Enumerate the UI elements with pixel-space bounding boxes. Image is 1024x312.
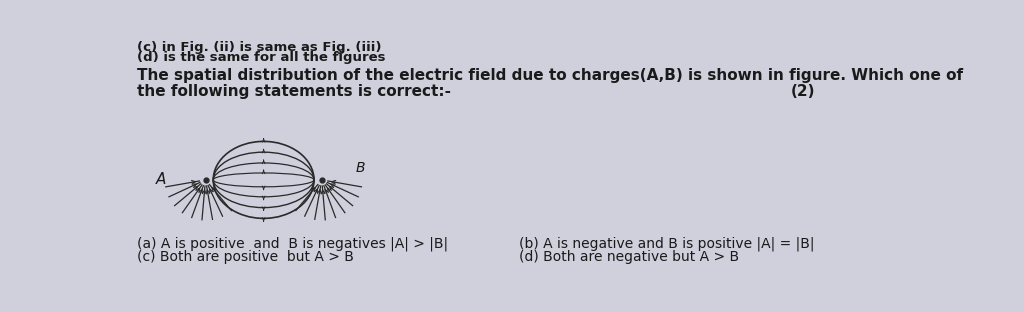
Text: A: A — [156, 173, 166, 188]
Text: (c) Both are positive  but A > B: (c) Both are positive but A > B — [137, 250, 354, 264]
Text: (a) A is positive  and  B is negatives |A| > |B|: (a) A is positive and B is negatives |A|… — [137, 236, 449, 251]
Text: The spatial distribution of the electric field due to charges(A,B) is shown in f: The spatial distribution of the electric… — [137, 68, 964, 83]
Text: the following statements is correct:-: the following statements is correct:- — [137, 84, 452, 99]
Text: (d) is the same for all the figures: (d) is the same for all the figures — [137, 51, 386, 64]
Text: (c) in Fig. (ii) is same as Fig. (iii): (c) in Fig. (ii) is same as Fig. (iii) — [137, 41, 382, 54]
Text: (2): (2) — [791, 84, 815, 99]
Text: B: B — [355, 161, 366, 175]
Text: (d) Both are negative but A > B: (d) Both are negative but A > B — [519, 250, 739, 264]
Text: (b) A is negative and B is positive |A| = |B|: (b) A is negative and B is positive |A| … — [519, 236, 815, 251]
